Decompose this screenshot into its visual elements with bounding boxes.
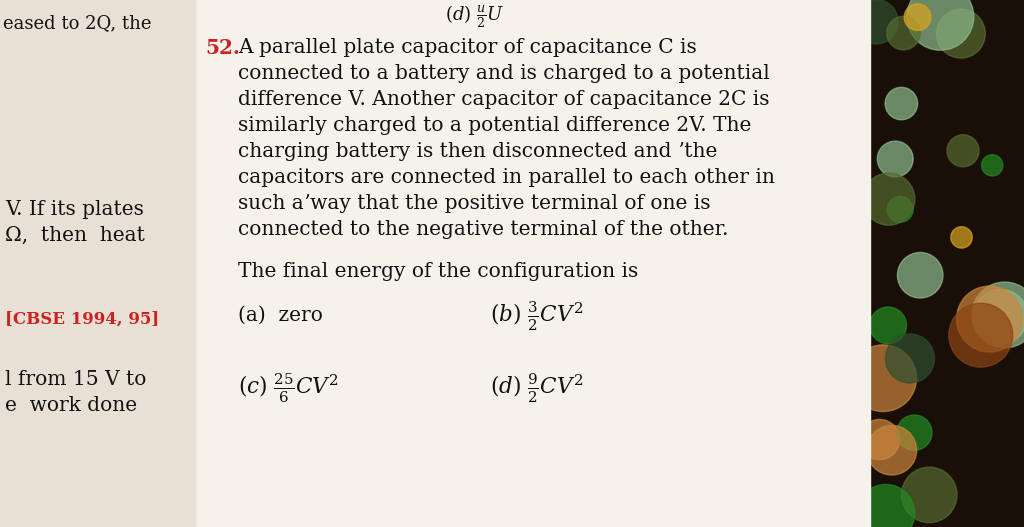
- Circle shape: [886, 334, 935, 383]
- Text: (a)  zero: (a) zero: [238, 306, 323, 325]
- Circle shape: [974, 289, 1024, 344]
- Circle shape: [859, 419, 900, 460]
- Text: $(c)\ \frac{25}{6}CV^2$: $(c)\ \frac{25}{6}CV^2$: [238, 372, 339, 405]
- Text: charging battery is then disconnected and ʼthe: charging battery is then disconnected an…: [238, 142, 718, 161]
- Circle shape: [897, 252, 943, 298]
- Circle shape: [956, 286, 1023, 352]
- Circle shape: [887, 16, 921, 50]
- Circle shape: [857, 484, 914, 527]
- Text: e  work done: e work done: [5, 396, 137, 415]
- Text: $(d)\ \frac{u}{2}U$: $(d)\ \frac{u}{2}U$: [445, 4, 504, 31]
- Text: l from 15 V to: l from 15 V to: [5, 370, 146, 389]
- Circle shape: [937, 9, 985, 58]
- Text: capacitors are connected in parallel to each other in: capacitors are connected in parallel to …: [238, 168, 775, 187]
- Circle shape: [854, 0, 898, 44]
- Text: A parallel plate capacitor of capacitance C is: A parallel plate capacitor of capacitanc…: [238, 38, 696, 57]
- Circle shape: [951, 227, 972, 248]
- Text: The final energy of the configuration is: The final energy of the configuration is: [238, 262, 638, 281]
- Text: $(b)\ \frac{3}{2}CV^2$: $(b)\ \frac{3}{2}CV^2$: [490, 300, 584, 333]
- Circle shape: [885, 87, 918, 120]
- Text: connected to a battery and is charged to a potential: connected to a battery and is charged to…: [238, 64, 770, 83]
- Bar: [870, 0, 1024, 527]
- Text: V. If its plates: V. If its plates: [5, 200, 144, 219]
- Circle shape: [850, 345, 916, 412]
- Circle shape: [907, 0, 974, 50]
- Text: Ω,  then  heat: Ω, then heat: [5, 226, 144, 245]
- Circle shape: [901, 467, 957, 523]
- Circle shape: [972, 282, 1024, 348]
- Circle shape: [897, 415, 932, 450]
- Bar: [0, 0, 195, 527]
- Circle shape: [982, 155, 1002, 176]
- Text: difference V. Another capacitor of capacitance 2C is: difference V. Another capacitor of capac…: [238, 90, 769, 109]
- Circle shape: [887, 197, 913, 222]
- Circle shape: [878, 141, 913, 177]
- Bar: [0, 0, 870, 527]
- Text: 52.: 52.: [205, 38, 240, 58]
- Text: such aʼway that the positive terminal of one is: such aʼway that the positive terminal of…: [238, 194, 711, 213]
- Text: connected to the negative terminal of the other.: connected to the negative terminal of th…: [238, 220, 728, 239]
- Circle shape: [867, 425, 916, 475]
- Text: eased to 2Q, the: eased to 2Q, the: [3, 14, 152, 32]
- Circle shape: [869, 307, 906, 344]
- Circle shape: [949, 303, 1013, 367]
- Text: [CBSE 1994, 95]: [CBSE 1994, 95]: [5, 311, 160, 328]
- Circle shape: [947, 135, 979, 167]
- Text: similarly charged to a potential difference 2V. The: similarly charged to a potential differe…: [238, 116, 752, 135]
- Circle shape: [863, 173, 914, 225]
- Text: $(d)\ \frac{9}{2}CV^2$: $(d)\ \frac{9}{2}CV^2$: [490, 372, 584, 405]
- Circle shape: [904, 4, 931, 31]
